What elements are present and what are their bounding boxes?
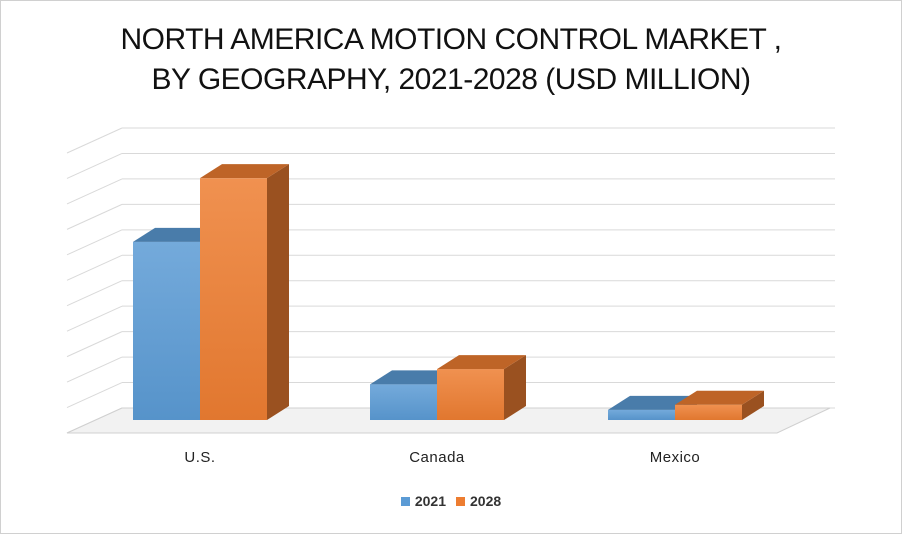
chart-title-line-1: NORTH AMERICA MOTION CONTROL MARKET , [120, 23, 782, 56]
gridline-side [66, 254, 123, 281]
x-tick-label-1: Canada [409, 449, 465, 466]
bar-2021-1 [370, 384, 437, 420]
bar-2021-2 [608, 409, 675, 420]
x-tick-label-2: Mexico [650, 449, 701, 466]
gridline-side [66, 382, 123, 409]
legend-swatch-2021 [400, 496, 410, 506]
bar-side-2028-2 [742, 390, 764, 420]
gridline-side [66, 280, 123, 307]
chart-legend: 2021 2028 [0, 493, 902, 509]
bar-top-2028-2 [675, 390, 764, 405]
bar-2028-2 [675, 404, 742, 420]
bar-side-2028-1 [504, 355, 526, 420]
chart-title: NORTH AMERICA MOTION CONTROL MARKET , BY… [0, 20, 902, 100]
legend-swatch-2028 [456, 496, 465, 506]
bar-top-2021-2 [608, 395, 697, 410]
gridline-side [66, 203, 123, 230]
bar-top-2028-1 [437, 355, 526, 370]
gridline-side [66, 178, 123, 205]
gridline-side [66, 229, 123, 256]
bar-top-2021-1 [370, 370, 459, 385]
gridline-side [66, 127, 123, 154]
bar-2028-1 [437, 369, 504, 420]
legend-label-2021: 2021 [414, 493, 446, 509]
x-tick-label-0: U.S. [184, 449, 215, 466]
gridline-side [66, 305, 123, 332]
chart-title-line-2: BY GEOGRAPHY, 2021-2028 (USD MILLION) [151, 63, 751, 96]
legend-item-2021: 2021 [400, 493, 446, 509]
bar-side-2028-0 [267, 164, 289, 420]
bar-top-2028-0 [200, 164, 289, 179]
bar-2028-0 [200, 178, 267, 420]
bar-2021-0 [133, 241, 200, 420]
legend-item-2028: 2028 [456, 493, 501, 509]
gridline-side [66, 356, 123, 383]
gridline-side [66, 152, 123, 179]
bar-top-2021-0 [133, 227, 222, 242]
legend-label-2028: 2028 [470, 493, 502, 509]
gridline-side [66, 331, 123, 358]
